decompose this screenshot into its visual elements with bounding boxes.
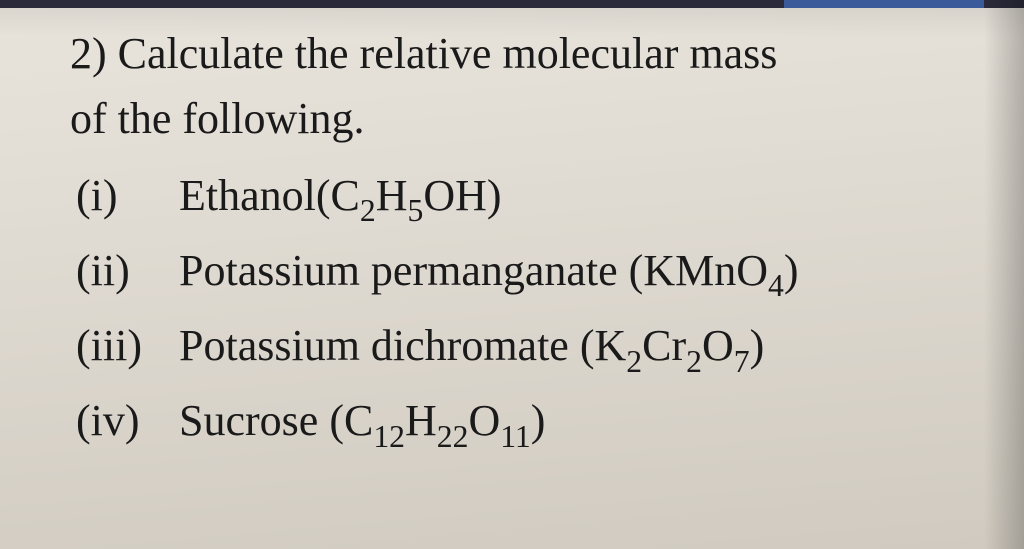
question-text-line2: of the following. (70, 89, 984, 148)
list-item: (i) Ethanol(C2H5OH) (70, 167, 984, 224)
question-text-line1: Calculate the relative molecular mass (118, 29, 778, 78)
question-heading: 2) Calculate the relative molecular mass (70, 24, 984, 83)
item-roman: (iv) (76, 392, 168, 449)
paren-close: ) (784, 246, 799, 295)
compound-name: Sucrose (179, 396, 318, 445)
page-right-shadow (984, 0, 1024, 549)
paren-open: ( (580, 321, 595, 370)
compound-name: Potassium dichromate (179, 321, 569, 370)
paren-open: ( (316, 171, 331, 220)
item-roman: (ii) (76, 242, 168, 299)
item-roman: (i) (76, 167, 168, 224)
textbook-page: 2) Calculate the relative molecular mass… (0, 0, 1024, 549)
paren-close: ) (487, 171, 502, 220)
compound-formula: K2Cr2O7 (595, 321, 750, 370)
paren-close: ) (750, 321, 765, 370)
compound-formula: C2H5OH (331, 171, 487, 220)
page-top-accent (784, 0, 984, 8)
list-item: (iv) Sucrose (C12H22O11) (70, 392, 984, 449)
list-item: (ii) Potassium permanganate (KMnO4) (70, 242, 984, 299)
question-number: 2) (70, 29, 107, 78)
compound-formula: C12H22O11 (344, 396, 531, 445)
item-roman: (iii) (76, 317, 168, 374)
paren-close: ) (531, 396, 546, 445)
list-item: (iii) Potassium dichromate (K2Cr2O7) (70, 317, 984, 374)
compound-name: Potassium permanganate (179, 246, 618, 295)
paren-open: ( (629, 246, 644, 295)
paren-open: ( (329, 396, 344, 445)
compound-name: Ethanol (179, 171, 316, 220)
compound-formula: KMnO4 (643, 246, 784, 295)
